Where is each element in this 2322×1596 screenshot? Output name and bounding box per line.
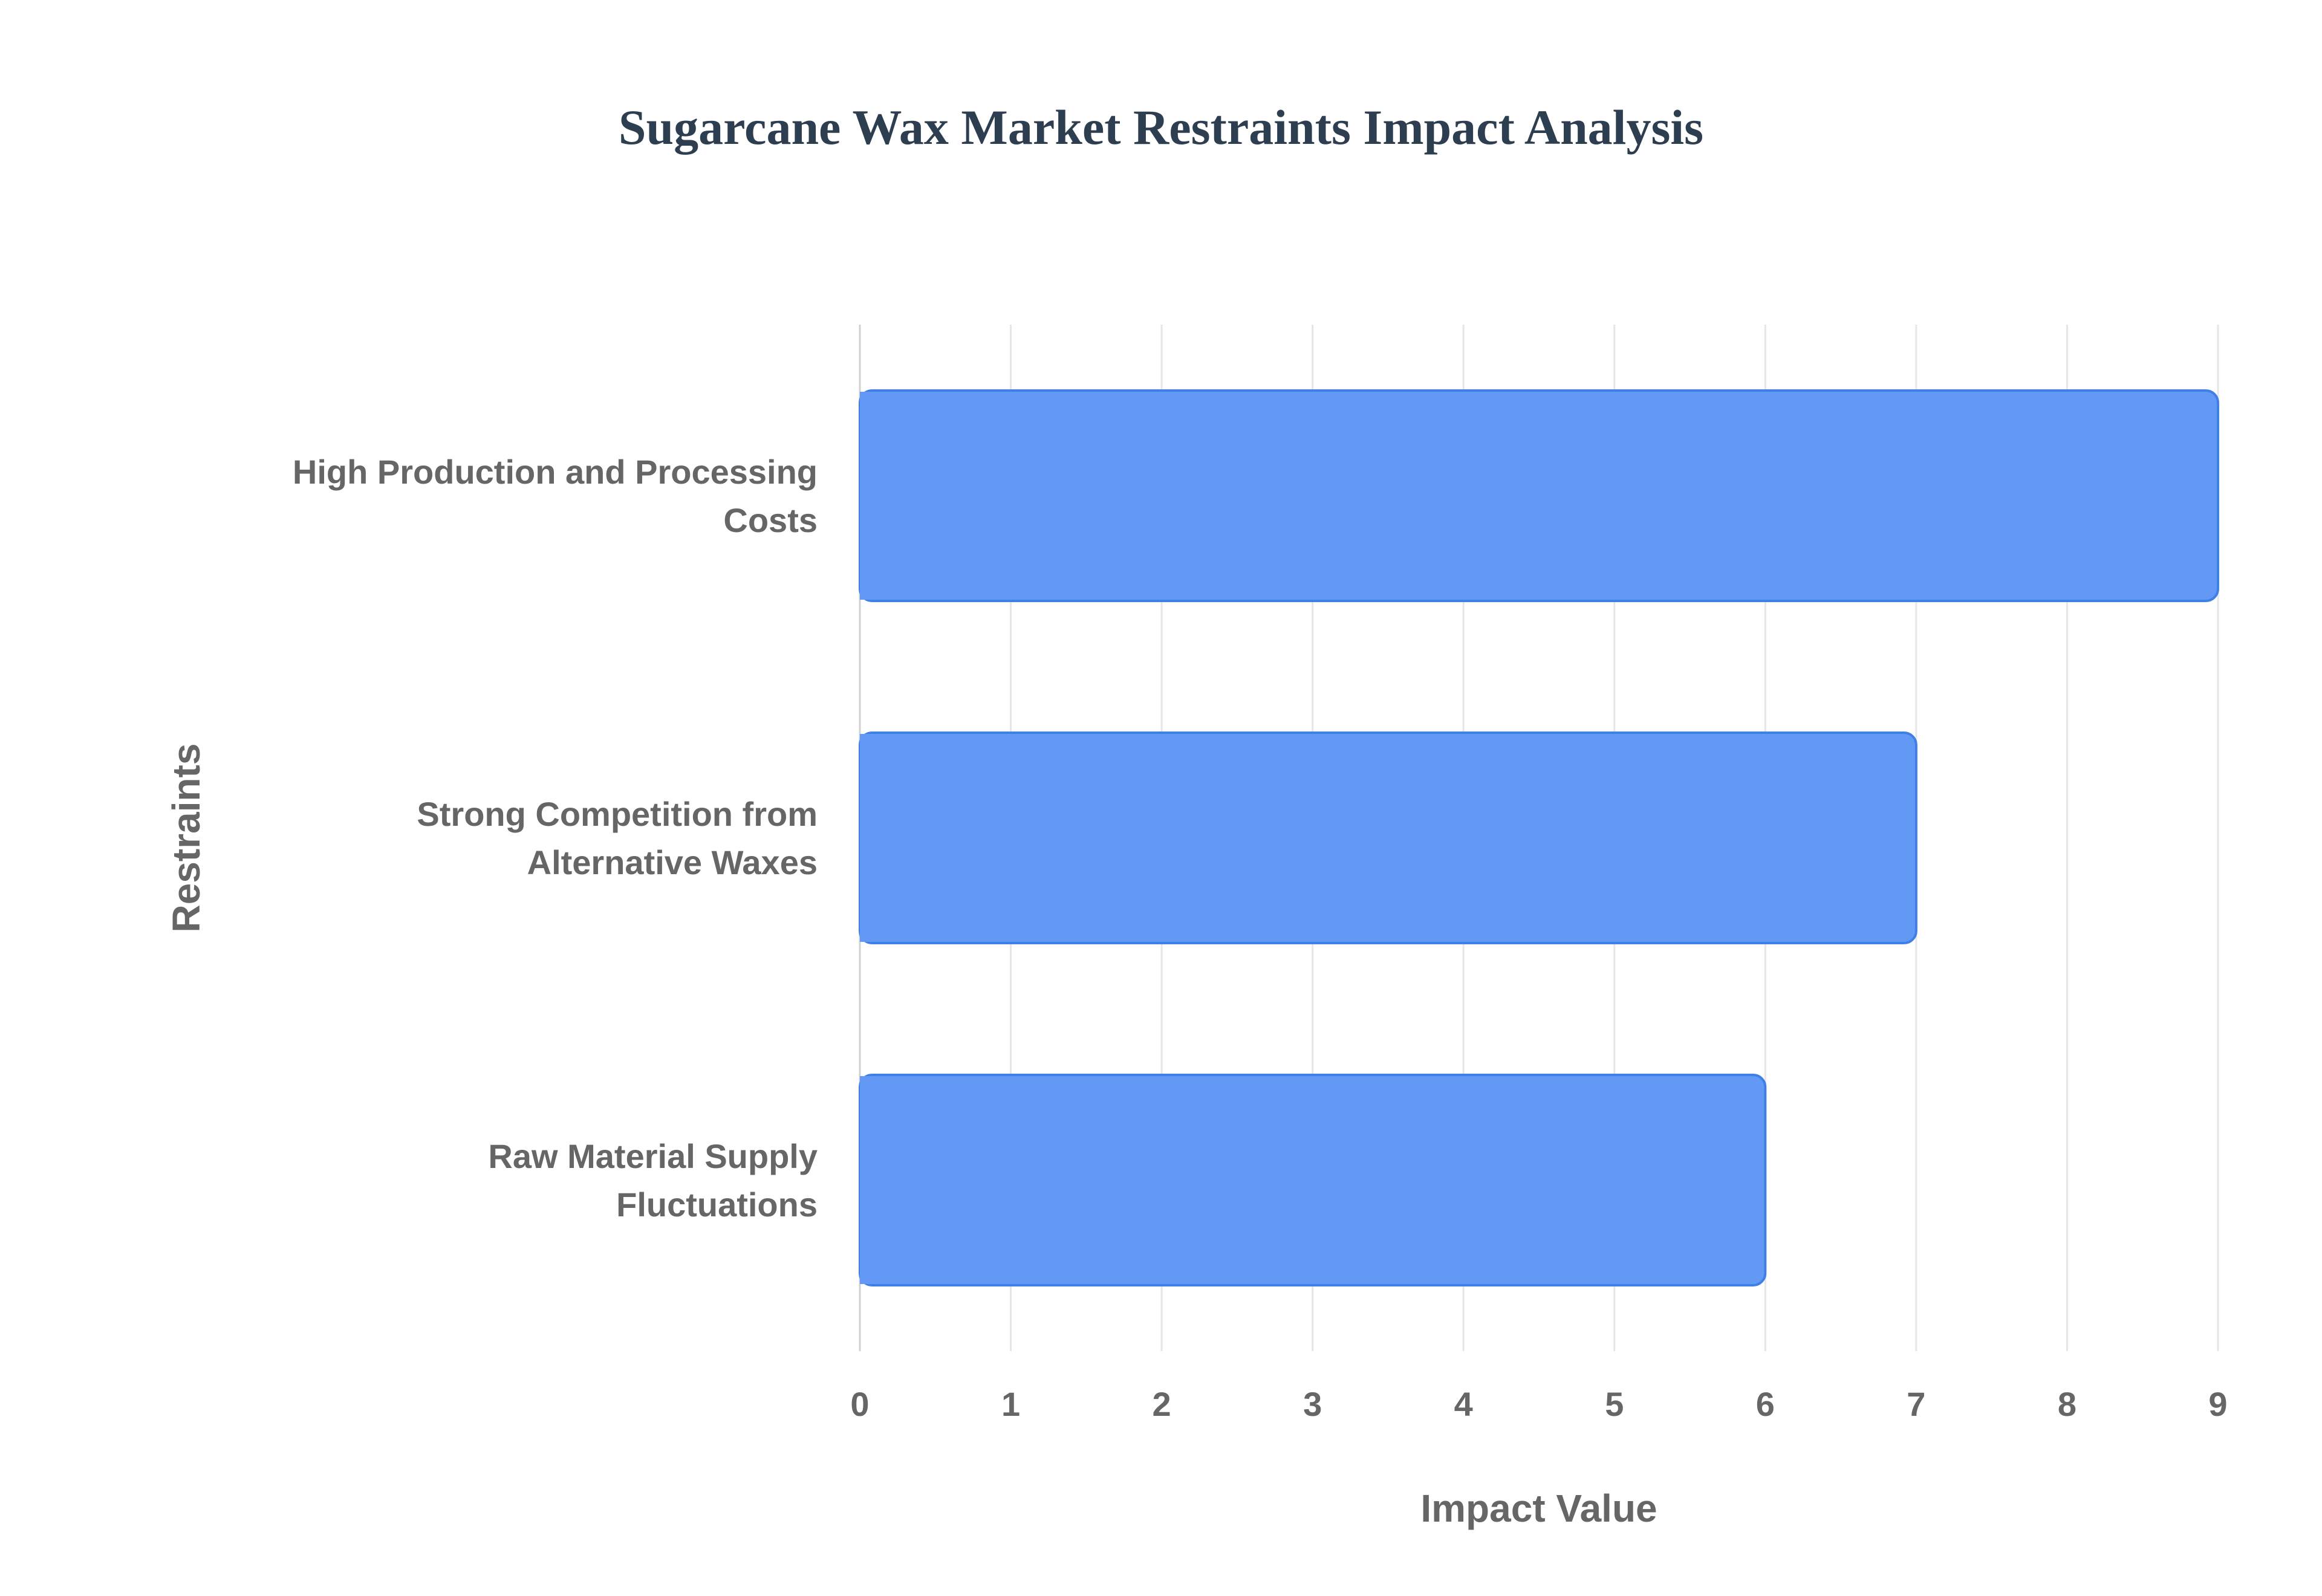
y-tick-label-line: Raw Material Supply [488,1137,818,1175]
x-axis-title: Impact Value [1420,1487,1657,1530]
y-axis-title: Restraints [164,744,208,933]
x-tick-label: 7 [1907,1385,1925,1423]
y-tick-label-line: Alternative Waxes [527,843,818,881]
x-tick-label: 8 [2058,1385,2076,1423]
x-tick-label: 2 [1153,1385,1171,1423]
x-tick-label: 6 [1756,1385,1775,1423]
x-tick-label: 4 [1454,1385,1473,1423]
x-tick-label: 3 [1303,1385,1322,1423]
bar-edge [860,1076,874,1284]
x-tick-label: 9 [2208,1385,2227,1423]
bar-edge [860,734,874,942]
y-tick-label: Strong Competition from Alternative Waxes [417,795,818,881]
y-tick-label-line: Fluctuations [616,1186,818,1224]
bar [859,731,1917,944]
chart-title: Sugarcane Wax Market Restraints Impact A… [618,100,1704,155]
bar [859,389,2219,602]
x-tick-label: 1 [1001,1385,1020,1423]
y-tick-label-line: Strong Competition from [417,795,818,833]
x-tick-label: 0 [850,1385,869,1423]
y-tick-label-line: Costs [723,501,818,539]
y-tick-label: High Production and Processing Costs [293,453,818,539]
y-tick-label-line: High Production and Processing [293,453,818,491]
y-tick-label: Raw Material Supply Fluctuations [488,1137,818,1224]
bar [859,1074,1767,1286]
x-tick-label: 5 [1605,1385,1624,1423]
bar-edge [860,392,874,600]
